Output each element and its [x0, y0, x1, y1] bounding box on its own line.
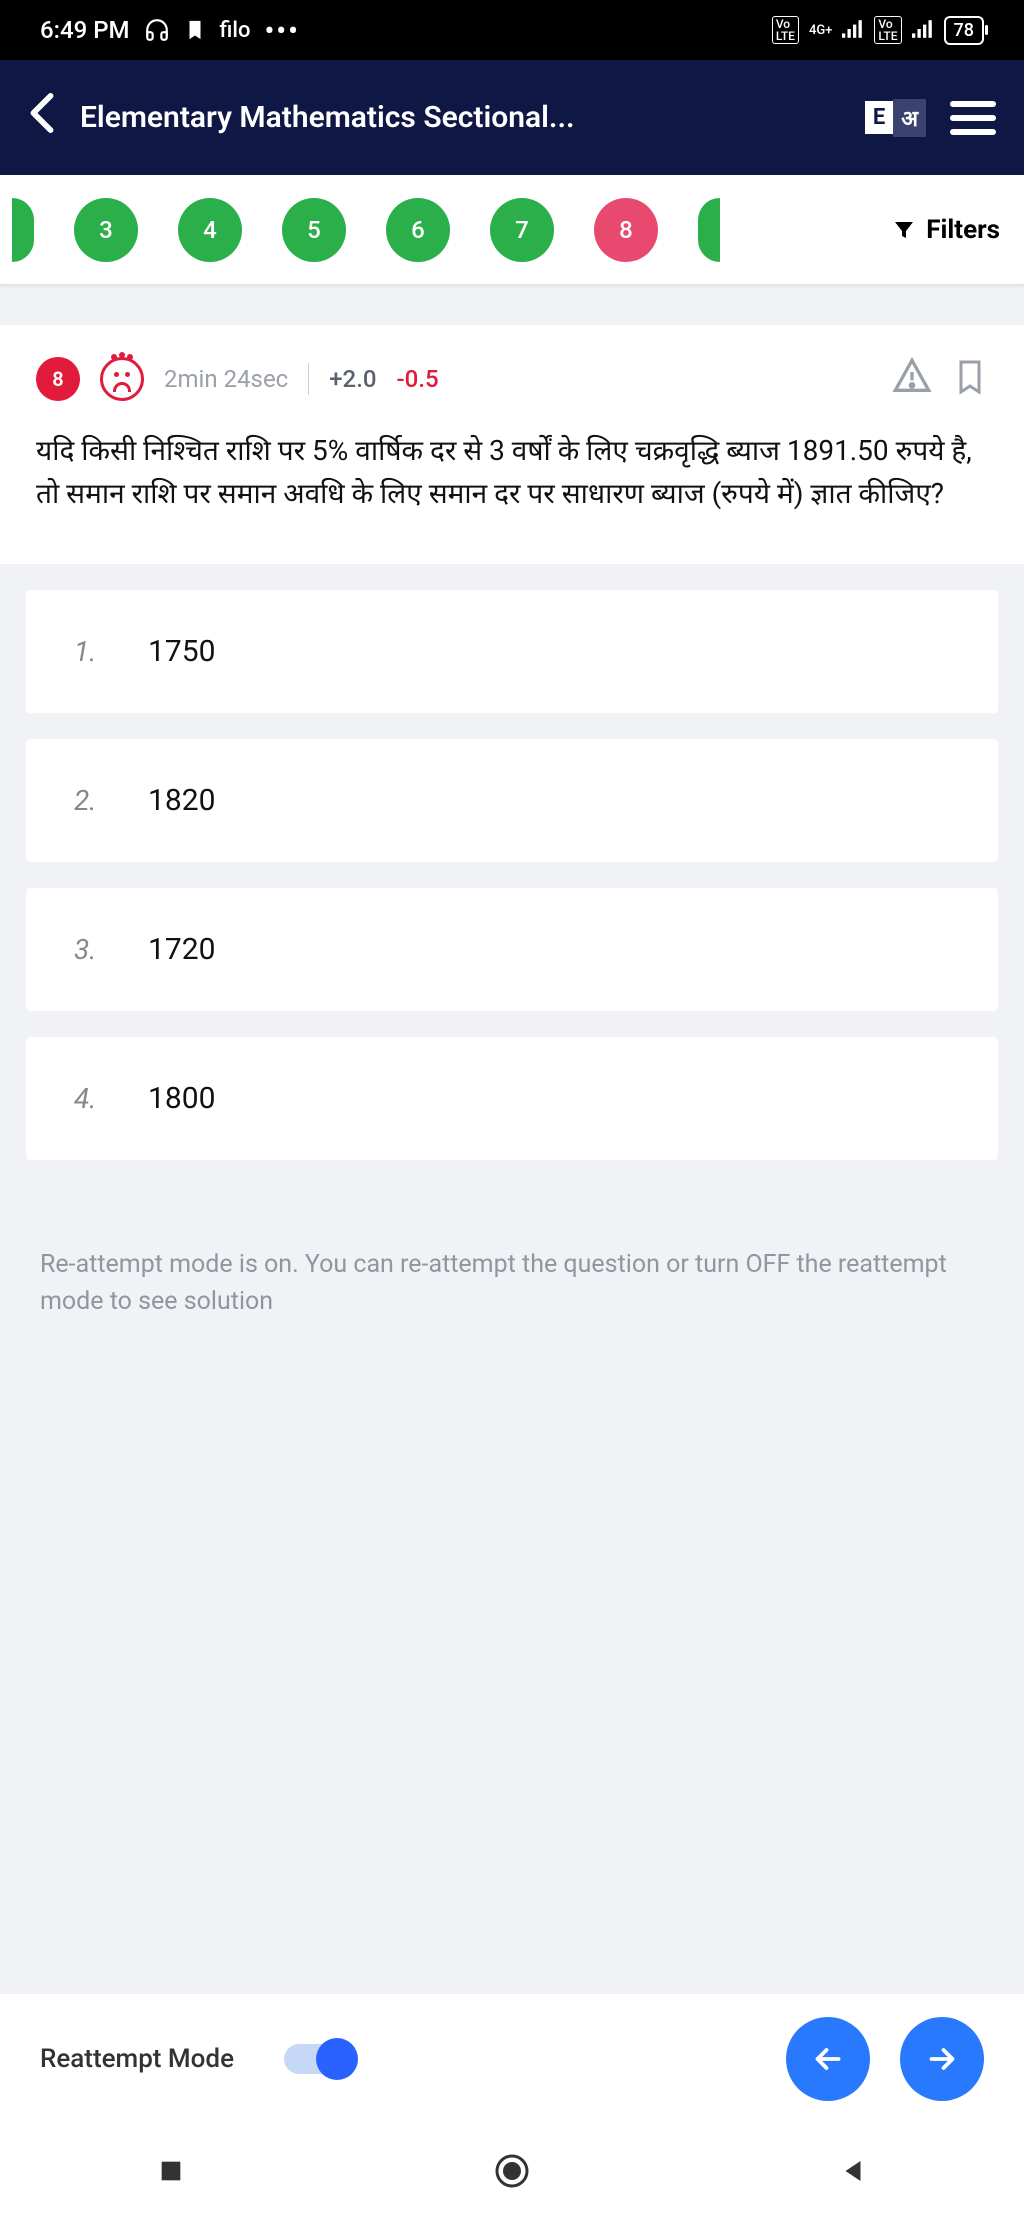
- network-4g-icon: 4G+: [809, 23, 832, 38]
- pill-number: 6: [411, 216, 425, 244]
- battery-icon: 78: [944, 16, 984, 45]
- back-button[interactable]: [28, 93, 56, 143]
- volte-icon-2: VoLTE: [874, 16, 901, 44]
- reattempt-note: Re-attempt mode is on. You can re-attemp…: [0, 1246, 1024, 1321]
- filters-label: Filters: [926, 215, 1000, 245]
- option-value: 1720: [148, 932, 215, 967]
- system-nav-bar: [0, 2123, 1024, 2218]
- option-item[interactable]: 1. 1750: [26, 590, 998, 713]
- bookmark-status-icon: [184, 19, 206, 41]
- marks-negative: -0.5: [397, 365, 439, 393]
- prev-question-button[interactable]: [786, 2017, 870, 2101]
- pill-number: 7: [515, 216, 529, 244]
- status-more: •••: [264, 14, 299, 47]
- battery-level: 78: [954, 20, 974, 41]
- signal-icon-1: [842, 16, 864, 44]
- question-text: यदि किसी निश्चित राशि पर 5% वार्षिक दर स…: [36, 429, 988, 516]
- question-meta: 8 2min 24sec +2.0 -0.5: [36, 357, 988, 401]
- question-pill[interactable]: 7: [490, 198, 554, 262]
- signal-icon-2: [912, 16, 934, 44]
- pill-scroll[interactable]: 3 4 5 6 7 8: [12, 198, 866, 262]
- pill-number: 8: [619, 216, 633, 244]
- question-pill-current[interactable]: 8: [594, 198, 658, 262]
- volte-icon-1: VoLTE: [772, 16, 799, 44]
- status-time: 6:49 PM: [40, 16, 130, 44]
- filter-icon: [892, 218, 916, 242]
- recent-apps-button[interactable]: [151, 2151, 191, 2191]
- question-pill-partial-left[interactable]: [12, 198, 34, 262]
- next-question-button[interactable]: [900, 2017, 984, 2101]
- option-number: 4.: [74, 1082, 104, 1115]
- toggle-knob: [316, 2038, 358, 2080]
- option-item[interactable]: 2. 1820: [26, 739, 998, 862]
- question-time: 2min 24sec: [164, 365, 288, 393]
- question-card: 8 2min 24sec +2.0 -0.5 यदि किसी निश्चित …: [0, 325, 1024, 564]
- question-pill-partial-right[interactable]: [698, 198, 720, 262]
- filters-button[interactable]: Filters: [892, 215, 1012, 245]
- report-button[interactable]: [892, 357, 932, 401]
- back-nav-button[interactable]: [833, 2151, 873, 2191]
- home-button[interactable]: [492, 2151, 532, 2191]
- reattempt-toggle[interactable]: [284, 2044, 354, 2074]
- meta-divider: [308, 363, 309, 395]
- question-pill[interactable]: 3: [74, 198, 138, 262]
- question-pill[interactable]: 4: [178, 198, 242, 262]
- bookmark-button[interactable]: [952, 357, 988, 401]
- app-header: Elementary Mathematics Sectional... E अ: [0, 60, 1024, 175]
- language-toggle[interactable]: E अ: [865, 99, 926, 137]
- option-number: 3.: [74, 933, 104, 966]
- bottom-bar: Reattempt Mode: [0, 1993, 1024, 2123]
- page-title: Elementary Mathematics Sectional...: [80, 100, 841, 135]
- pill-number: 4: [203, 216, 217, 244]
- reattempt-mode-label: Reattempt Mode: [40, 2044, 234, 2074]
- options-list: 1. 1750 2. 1820 3. 1720 4. 1800: [0, 564, 1024, 1186]
- marks-positive: +2.0: [329, 365, 376, 393]
- status-app-label: filo: [220, 18, 251, 43]
- option-item[interactable]: 4. 1800: [26, 1037, 998, 1160]
- question-nav-bar: 3 4 5 6 7 8 Filters: [0, 175, 1024, 285]
- question-number: 8: [52, 367, 63, 391]
- pill-number: 5: [307, 216, 321, 244]
- option-value: 1750: [148, 634, 215, 669]
- question-pill[interactable]: 6: [386, 198, 450, 262]
- option-value: 1800: [148, 1081, 215, 1116]
- option-number: 2.: [74, 784, 104, 817]
- menu-button[interactable]: [950, 101, 996, 135]
- sad-face-icon: [100, 357, 144, 401]
- status-bar: 6:49 PM filo ••• VoLTE 4G+ VoLTE 78: [0, 0, 1024, 60]
- pill-number: 3: [99, 216, 113, 244]
- option-value: 1820: [148, 783, 215, 818]
- lang-en-label: E: [865, 101, 893, 134]
- status-right: VoLTE 4G+ VoLTE 78: [772, 16, 984, 45]
- question-pill[interactable]: 5: [282, 198, 346, 262]
- lang-hi-label: अ: [893, 99, 926, 137]
- option-number: 1.: [74, 635, 104, 668]
- question-number-badge: 8: [36, 357, 80, 401]
- option-item[interactable]: 3. 1720: [26, 888, 998, 1011]
- headphones-icon: [144, 17, 170, 43]
- status-left: 6:49 PM filo •••: [40, 14, 300, 47]
